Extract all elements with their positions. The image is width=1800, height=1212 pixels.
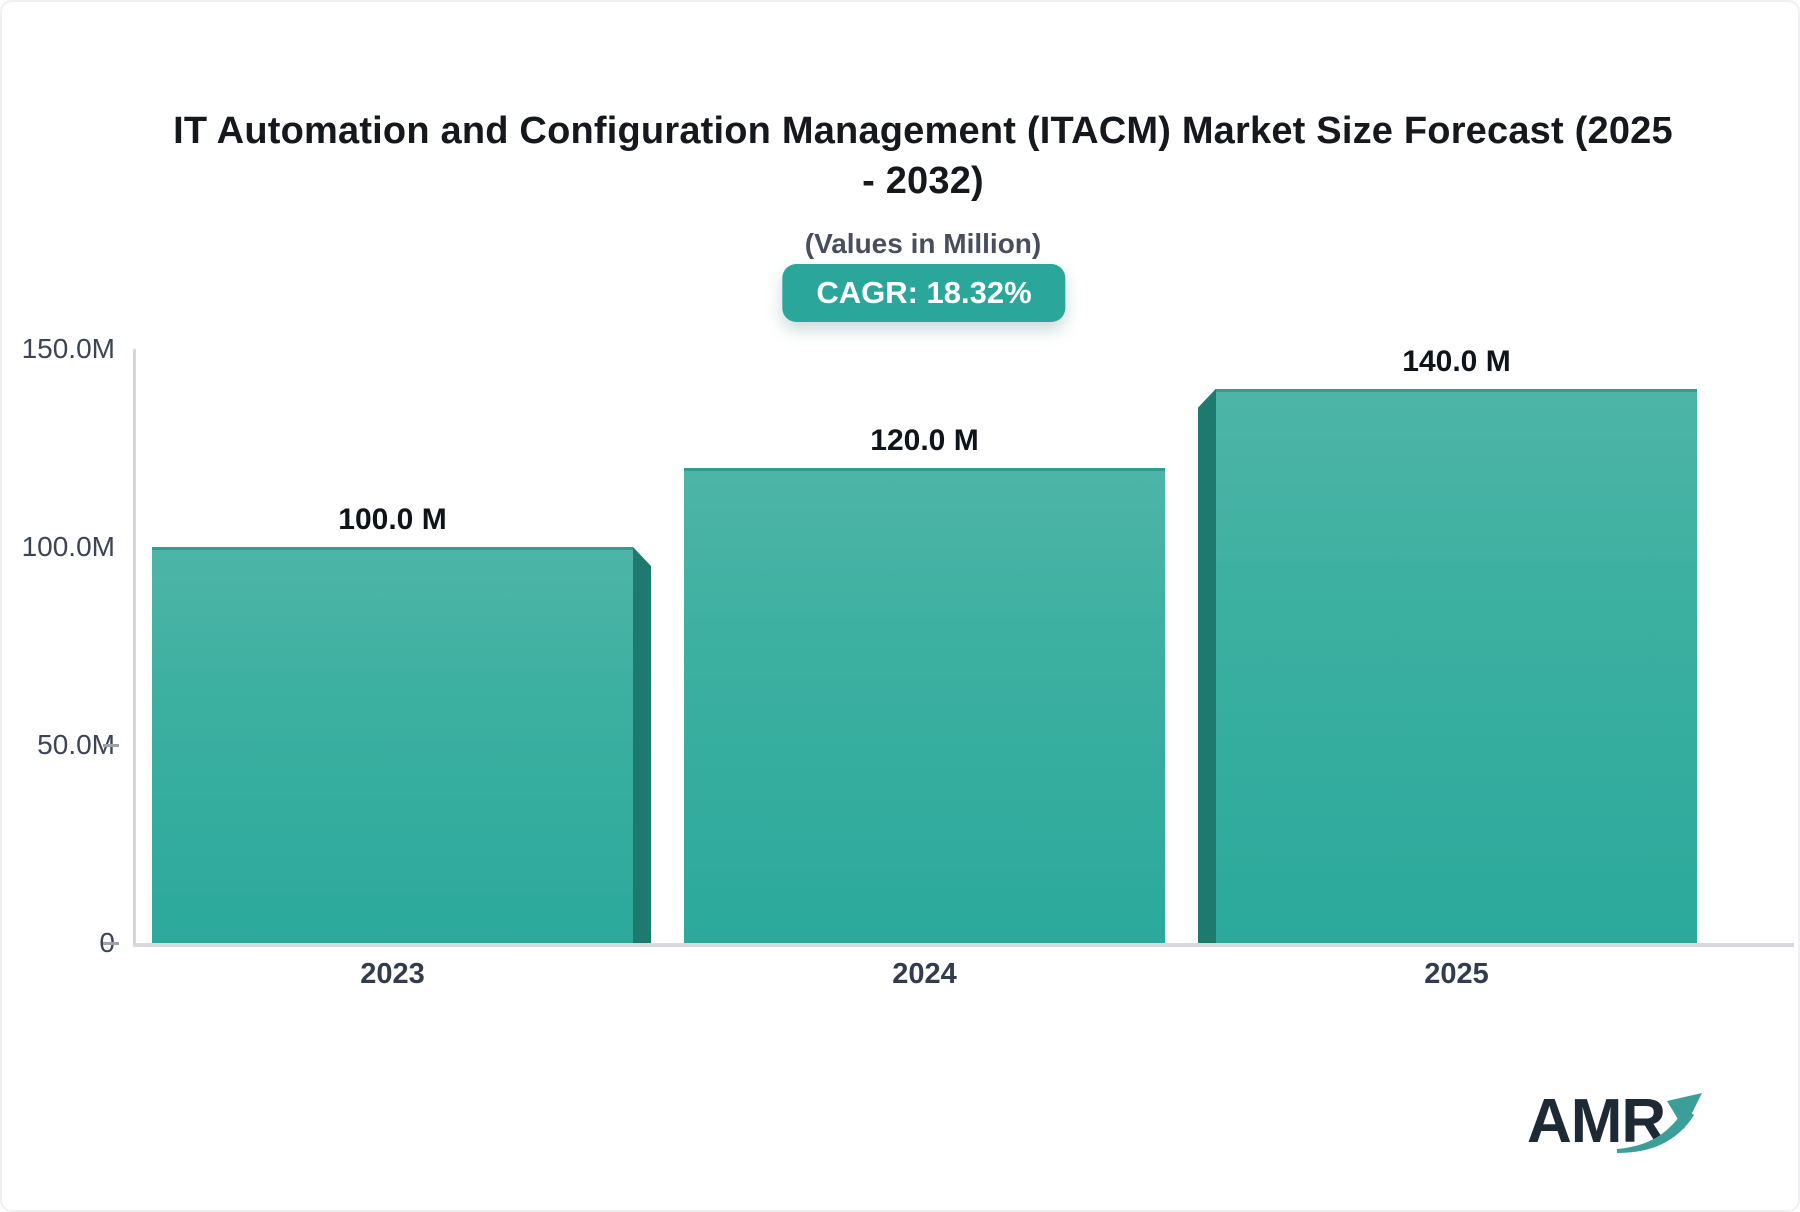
x-axis-category-label-2024: 2024 [892, 958, 957, 990]
bar-2023[interactable] [152, 547, 633, 943]
trend-up-arrow-icon [1617, 1093, 1702, 1153]
x-axis-category-label-2023: 2023 [360, 958, 425, 990]
bar-value-label-2024: 120.0 M [870, 423, 979, 457]
y-axis-tick-mark [103, 942, 119, 945]
amr-logo: AMR [1527, 1087, 1702, 1156]
chart-subtitle: (Values in Million) [804, 228, 1042, 259]
bar-3d-side-2025 [1198, 388, 1216, 943]
x-axis-category-label-2025: 2025 [1424, 958, 1489, 990]
chart-title-line-2: - 2032) [862, 160, 984, 202]
x-axis-baseline [133, 943, 1794, 947]
bar-3d-side-2023 [633, 547, 651, 943]
chart-title-line-1: IT Automation and Configuration Manageme… [173, 110, 1673, 152]
y-axis-tick-mark [103, 744, 119, 747]
y-axis-tick-label: 50.0M [37, 729, 115, 760]
bar-value-label-2023: 100.0 M [338, 503, 447, 536]
bar-value-label-2025: 140.0 M [1402, 344, 1511, 378]
y-axis-tick-label: 150.0M [21, 333, 115, 364]
y-axis-line [133, 349, 136, 947]
bar-2025[interactable] [1216, 388, 1697, 943]
bar-2024[interactable] [684, 467, 1165, 943]
chart-title: IT Automation and Configuration Manageme… [73, 106, 1773, 206]
y-axis-tick-label: 0 [5, 926, 115, 960]
cagr-badge: CAGR: 18.32% [782, 264, 1066, 322]
y-axis-tick-label: 100.0M [21, 531, 115, 562]
